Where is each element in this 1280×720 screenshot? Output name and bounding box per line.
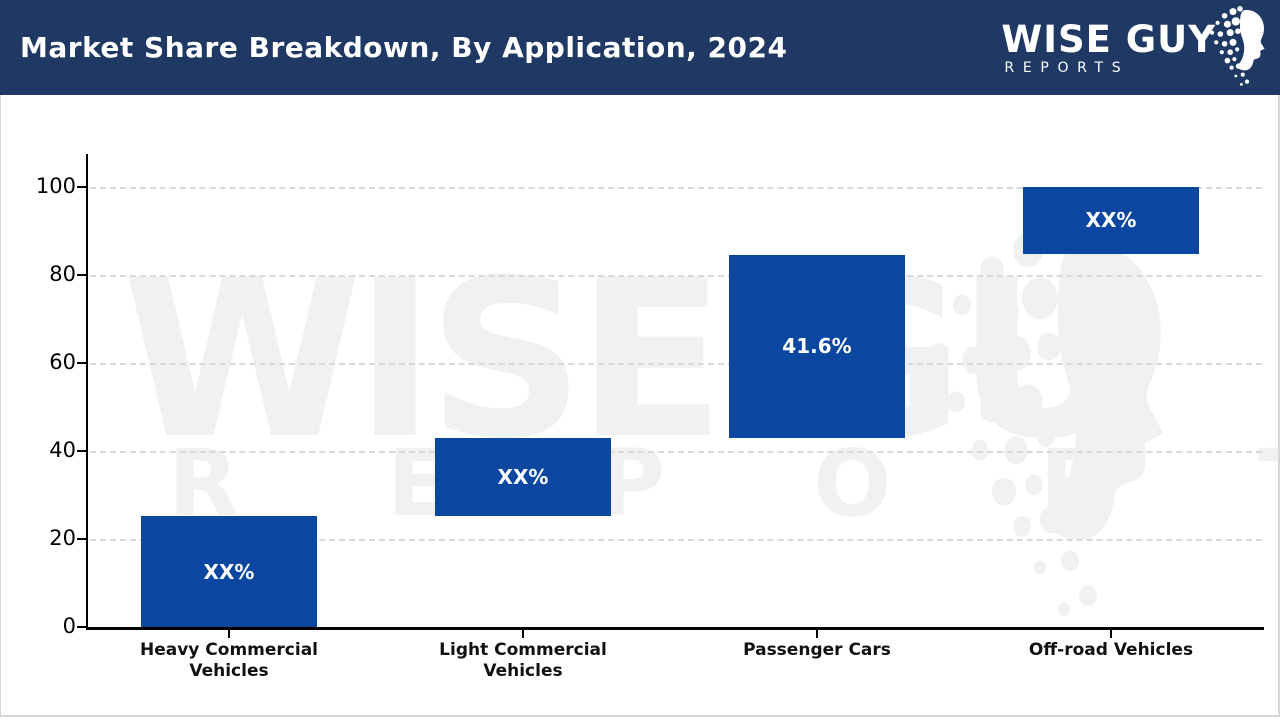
wise-guy-logo: WISE GUY REPORTS — [1001, 8, 1270, 88]
gridline-80 — [90, 275, 1262, 277]
y-tick-mark — [77, 538, 86, 540]
bar-value-label: XX% — [1085, 208, 1137, 233]
bar-heavy-commercial-vehicles: XX% — [141, 516, 317, 627]
x-category-label-light-commercial-vehicles: Light Commercial Vehicles — [439, 640, 607, 682]
bar-light-commercial-vehicles: XX% — [435, 437, 611, 517]
logo-text: WISE GUY REPORTS — [1001, 21, 1216, 75]
x-tick-mark — [816, 630, 818, 638]
bar-value-label: 41.6% — [782, 334, 852, 359]
y-tick-label: 20 — [49, 526, 76, 550]
gridline-60 — [90, 363, 1262, 365]
x-category-label-passenger-cars: Passenger Cars — [743, 640, 891, 660]
y-tick-mark — [77, 362, 86, 364]
y-tick-mark — [77, 274, 86, 276]
y-tick-mark — [77, 450, 86, 452]
y-tick-mark — [77, 626, 86, 628]
logo-subtitle: REPORTS — [1004, 60, 1130, 76]
x-tick-mark — [228, 630, 230, 638]
x-axis-line — [86, 627, 1264, 630]
y-tick-label: 40 — [49, 438, 76, 462]
bar-value-label: XX% — [497, 464, 549, 489]
gridline-20 — [90, 539, 1262, 541]
y-tick-label: 60 — [49, 350, 76, 374]
page-border-bottom — [0, 715, 1280, 717]
y-tick-label: 80 — [49, 262, 76, 286]
y-tick-label: 100 — [35, 174, 76, 198]
bar-passenger-cars: 41.6% — [729, 254, 905, 438]
header-bar: Market Share Breakdown, By Application, … — [0, 0, 1280, 95]
dotted-head-icon — [1196, 6, 1270, 90]
x-tick-mark — [1110, 630, 1112, 638]
gridline-100 — [90, 187, 1262, 189]
y-tick-label: 0 — [62, 614, 76, 638]
chart-title: Market Share Breakdown, By Application, … — [20, 31, 788, 64]
bar-value-label: XX% — [203, 559, 255, 584]
x-category-label-off-road-vehicles: Off-road Vehicles — [1028, 640, 1194, 660]
x-category-label-heavy-commercial-vehicles: Heavy Commercial Vehicles — [139, 640, 318, 682]
bar-off-road-vehicles: XX% — [1023, 187, 1199, 254]
y-tick-mark — [77, 186, 86, 188]
page-border-left — [0, 95, 1, 716]
logo-wordmark: WISE GUY — [1001, 18, 1216, 61]
x-tick-mark — [522, 630, 524, 638]
page-border-right — [1278, 95, 1280, 716]
gridline-40 — [90, 451, 1262, 453]
y-axis-line — [86, 154, 88, 630]
